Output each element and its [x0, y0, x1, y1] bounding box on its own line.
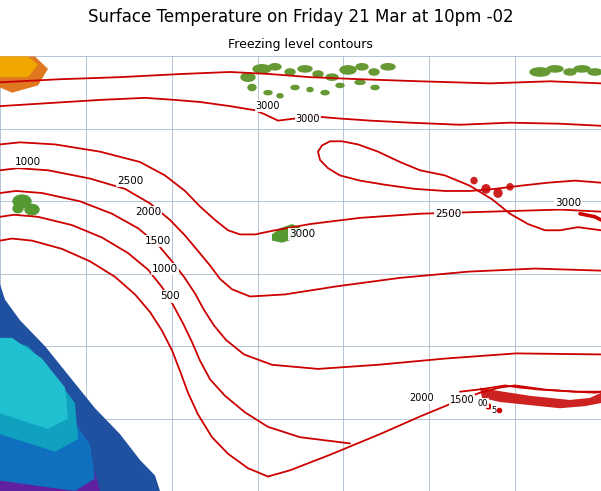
Text: 2500: 2500 [435, 209, 461, 218]
Text: 1000: 1000 [15, 157, 41, 167]
Ellipse shape [530, 68, 550, 76]
Ellipse shape [369, 69, 379, 75]
Polygon shape [0, 346, 100, 491]
Ellipse shape [381, 64, 395, 70]
Polygon shape [480, 387, 601, 408]
Text: Surface Temperature on Friday 21 Mar at 10pm -02: Surface Temperature on Friday 21 Mar at … [88, 8, 513, 26]
Ellipse shape [547, 66, 563, 72]
Text: 1000: 1000 [152, 264, 178, 273]
Ellipse shape [574, 66, 590, 72]
Ellipse shape [269, 64, 281, 70]
Text: 1500: 1500 [450, 395, 474, 405]
Ellipse shape [13, 195, 31, 208]
Text: 2000: 2000 [135, 207, 161, 217]
Polygon shape [0, 341, 95, 491]
Polygon shape [0, 284, 160, 491]
Ellipse shape [253, 65, 271, 73]
Ellipse shape [336, 83, 344, 87]
Ellipse shape [241, 73, 255, 82]
Ellipse shape [356, 64, 368, 70]
Ellipse shape [291, 85, 299, 89]
Polygon shape [272, 224, 300, 243]
Ellipse shape [277, 94, 283, 98]
Text: 2000: 2000 [410, 393, 435, 403]
Text: 2500: 2500 [117, 176, 143, 186]
Ellipse shape [340, 66, 356, 74]
Polygon shape [0, 56, 48, 93]
Text: 3000: 3000 [555, 198, 581, 208]
Circle shape [494, 189, 502, 197]
Circle shape [482, 185, 490, 193]
Ellipse shape [307, 87, 313, 92]
Circle shape [471, 178, 477, 184]
Text: 3000: 3000 [256, 101, 280, 111]
Ellipse shape [326, 74, 338, 80]
Text: 00: 00 [478, 399, 488, 408]
Text: 1500: 1500 [145, 236, 171, 246]
Text: 5: 5 [492, 406, 496, 415]
Ellipse shape [248, 84, 256, 91]
Polygon shape [0, 56, 38, 77]
Circle shape [507, 184, 513, 190]
Text: 500: 500 [160, 292, 180, 301]
Text: 3000: 3000 [296, 113, 320, 124]
Text: Freezing level contours: Freezing level contours [228, 37, 373, 51]
Polygon shape [0, 338, 78, 452]
Ellipse shape [13, 204, 23, 213]
Text: 3000: 3000 [289, 229, 315, 240]
Ellipse shape [313, 71, 323, 77]
Ellipse shape [321, 91, 329, 95]
Ellipse shape [564, 69, 576, 75]
Ellipse shape [355, 80, 365, 84]
Ellipse shape [588, 69, 601, 75]
Ellipse shape [25, 204, 39, 215]
Ellipse shape [371, 85, 379, 89]
Ellipse shape [285, 69, 295, 75]
Polygon shape [0, 338, 68, 429]
Ellipse shape [298, 66, 312, 72]
Ellipse shape [264, 91, 272, 95]
